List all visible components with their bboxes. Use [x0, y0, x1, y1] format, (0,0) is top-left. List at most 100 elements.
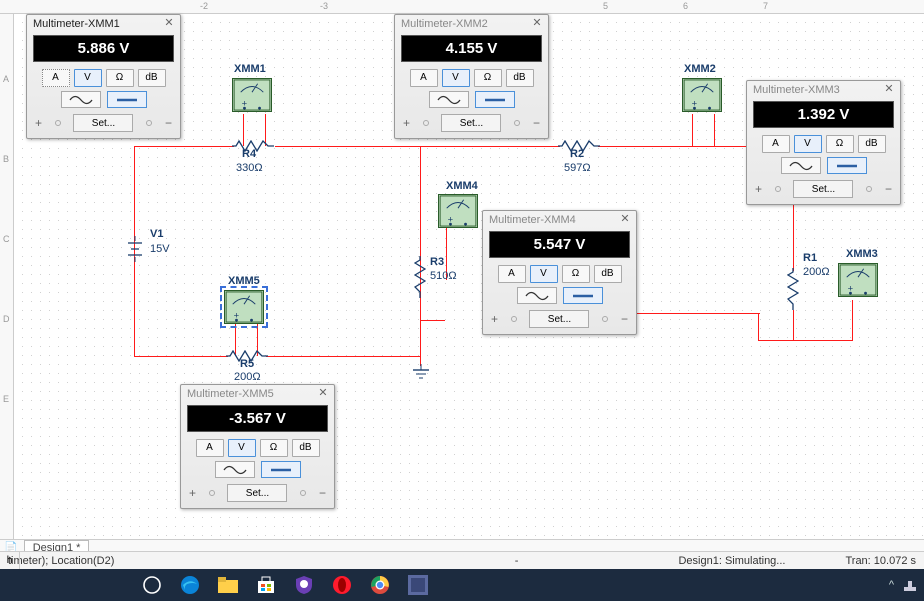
r5-value: 200Ω [234, 371, 261, 383]
close-icon[interactable]: ✕ [618, 213, 632, 227]
close-icon[interactable]: ✕ [316, 387, 330, 401]
ac-button[interactable] [215, 461, 255, 478]
terminal-dot [602, 316, 608, 322]
terminal-dot [209, 490, 215, 496]
window-titlebar[interactable]: Multimeter-XMM5 ✕ [181, 385, 334, 403]
ruler-mark: -2 [200, 1, 208, 11]
terminal-dot [55, 120, 61, 126]
store-icon[interactable] [254, 573, 278, 597]
set-button[interactable]: Set... [441, 114, 501, 132]
xmm5-symbol-label: XMM5 [228, 275, 260, 287]
dc-button[interactable] [261, 461, 301, 478]
wire [265, 114, 266, 146]
status-location: timeter); Location(D2) [8, 555, 114, 567]
wire [446, 225, 468, 226]
mode-db-button[interactable]: dB [506, 69, 534, 87]
multimeter-xmm4-window[interactable]: Multimeter-XMM4 ✕ 5.547 V A V Ω dB + Set… [482, 210, 637, 335]
tray-network-icon[interactable] [902, 577, 918, 593]
window-titlebar[interactable]: Multimeter-XMM2 ✕ [395, 15, 548, 33]
mode-a-button[interactable]: A [410, 69, 438, 87]
wire [758, 313, 759, 340]
wire [758, 340, 853, 341]
mode-a-button[interactable]: A [196, 439, 224, 457]
mode-ohm-button[interactable]: Ω [826, 135, 854, 153]
mode-db-button[interactable]: dB [138, 69, 166, 87]
ruler-mark: 7 [763, 1, 768, 11]
window-titlebar[interactable]: Multimeter-XMM4 ✕ [483, 211, 636, 229]
r2-label: R2 [570, 148, 584, 160]
mode-v-button[interactable]: V [228, 439, 256, 457]
svg-text:+: + [242, 97, 248, 108]
terminal-dot [514, 120, 520, 126]
edge-icon[interactable] [178, 573, 202, 597]
xmm3-symbol: + [838, 263, 878, 297]
mode-ohm-button[interactable]: Ω [260, 439, 288, 457]
mode-v-button[interactable]: V [794, 135, 822, 153]
r1-label: R1 [803, 252, 817, 264]
chrome-icon[interactable] [368, 573, 392, 597]
minus-terminal: − [621, 312, 628, 326]
multimeter-xmm3-window[interactable]: Multimeter-XMM3 ✕ 1.392 V A V Ω dB + Set… [746, 80, 901, 205]
mode-v-button[interactable]: V [74, 69, 102, 87]
close-icon[interactable]: ✕ [530, 17, 544, 31]
mode-ohm-button[interactable]: Ω [106, 69, 134, 87]
window-titlebar[interactable]: Multimeter-XMM1 ✕ [27, 15, 180, 33]
xmm3-symbol-label: XMM3 [846, 248, 878, 260]
mode-a-button[interactable]: A [762, 135, 790, 153]
dc-button[interactable] [827, 157, 867, 174]
window-titlebar[interactable]: Multimeter-XMM3 ✕ [747, 81, 900, 99]
v1-label: V1 [150, 228, 163, 240]
dc-button[interactable] [563, 287, 603, 304]
mode-a-button[interactable]: A [42, 69, 70, 87]
ac-button[interactable] [781, 157, 821, 174]
dc-button[interactable] [107, 91, 147, 108]
meter-reading: 1.392 V [753, 101, 894, 128]
ruler-mark: -3 [320, 1, 328, 11]
wire [266, 356, 420, 357]
cortana-icon[interactable] [140, 573, 164, 597]
terminal-dot [146, 120, 152, 126]
set-button[interactable]: Set... [793, 180, 853, 198]
mode-v-button[interactable]: V [530, 265, 558, 283]
dc-button[interactable] [475, 91, 515, 108]
mode-db-button[interactable]: dB [594, 265, 622, 283]
shield-icon[interactable] [292, 573, 316, 597]
multimeter-xmm5-window[interactable]: Multimeter-XMM5 ✕ -3.567 V A V Ω dB + Se… [180, 384, 335, 509]
wire [257, 323, 258, 356]
multimeter-xmm2-window[interactable]: Multimeter-XMM2 ✕ 4.155 V A V Ω dB + Set… [394, 14, 549, 139]
mode-db-button[interactable]: dB [292, 439, 320, 457]
set-button[interactable]: Set... [529, 310, 589, 328]
terminal-dot [511, 316, 517, 322]
windows-taskbar[interactable]: ^ [0, 569, 924, 601]
r3-label: R3 [430, 256, 444, 268]
app-icon[interactable] [406, 573, 430, 597]
window-title: Multimeter-XMM3 [753, 84, 840, 96]
close-icon[interactable]: ✕ [162, 17, 176, 31]
wire [243, 114, 244, 146]
ac-button[interactable] [429, 91, 469, 108]
close-icon[interactable]: ✕ [882, 83, 896, 97]
set-button[interactable]: Set... [73, 114, 133, 132]
multimeter-xmm1-window[interactable]: Multimeter-XMM1 ✕ 5.886 V A V Ω dB + Set… [26, 14, 181, 139]
set-button[interactable]: Set... [227, 484, 287, 502]
svg-text:+: + [692, 97, 698, 108]
mode-a-button[interactable]: A [498, 265, 526, 283]
opera-icon[interactable] [330, 573, 354, 597]
window-title: Multimeter-XMM5 [187, 388, 274, 400]
mode-v-button[interactable]: V [442, 69, 470, 87]
meter-reading: -3.567 V [187, 405, 328, 432]
tray-chevron-icon[interactable]: ^ [889, 579, 894, 591]
file-explorer-icon[interactable] [216, 573, 240, 597]
voltage-source-v1 [126, 236, 144, 262]
ac-button[interactable] [61, 91, 101, 108]
ac-button[interactable] [517, 287, 557, 304]
mode-db-button[interactable]: dB [858, 135, 886, 153]
wire [134, 146, 135, 356]
wire [134, 356, 228, 357]
minus-terminal: − [885, 182, 892, 196]
mode-ohm-button[interactable]: Ω [562, 265, 590, 283]
xmm1-symbol-label: XMM1 [234, 63, 266, 75]
wire [793, 310, 794, 340]
r2-value: 597Ω [564, 162, 591, 174]
mode-ohm-button[interactable]: Ω [474, 69, 502, 87]
